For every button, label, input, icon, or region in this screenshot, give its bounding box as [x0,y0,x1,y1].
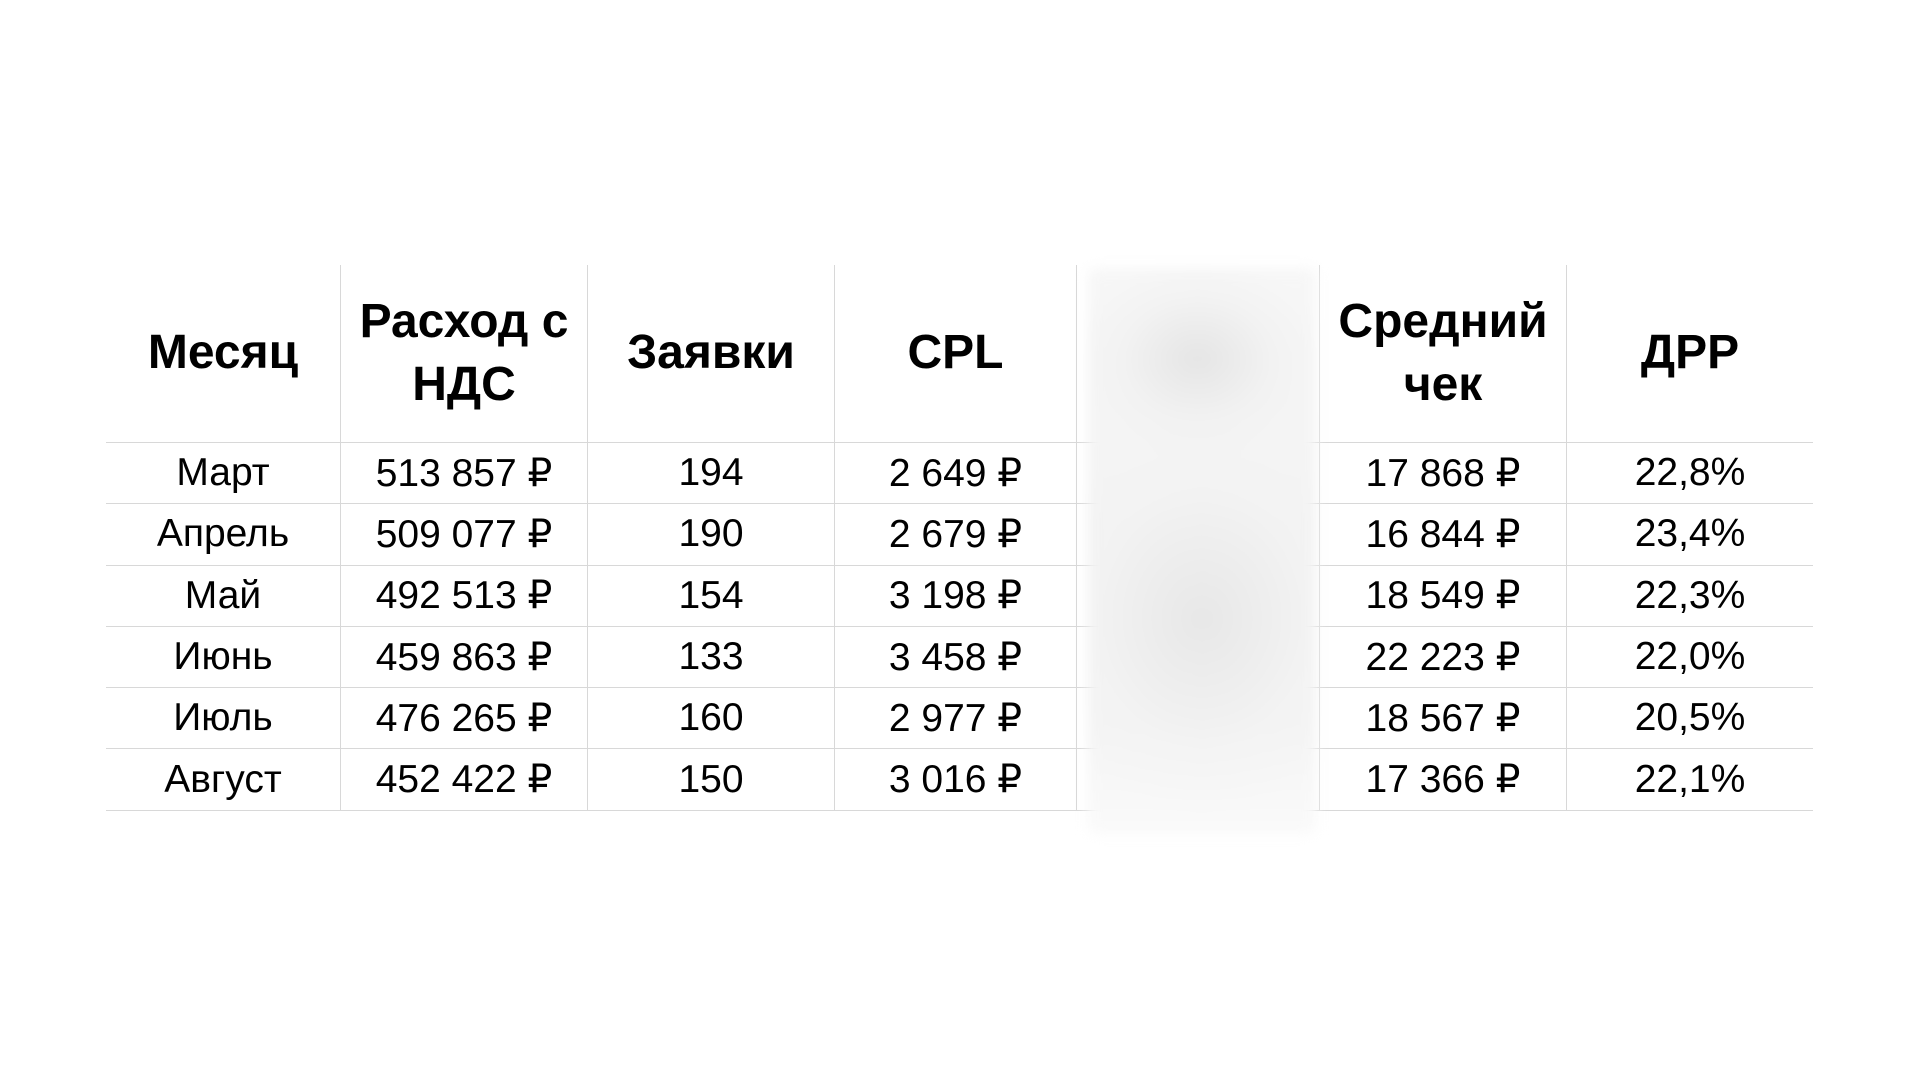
cell-cpl: 3 016 ₽ [835,749,1077,811]
cell-avg-check: 16 844 ₽ [1320,504,1567,566]
column-header-leads: Заявки [588,265,835,443]
column-header-avg-check: Средний чек [1320,265,1567,443]
cell-cpl: 2 977 ₽ [835,688,1077,750]
cell-leads: 190 [588,504,835,566]
cell-leads: 154 [588,565,835,627]
cell-spend: 492 513 ₽ [341,565,588,627]
cell-avg-check: 18 549 ₽ [1320,565,1567,627]
cell-month: Март [106,443,341,505]
cell-avg-check: 17 868 ₽ [1320,443,1567,505]
cell-leads: 150 [588,749,835,811]
cell-leads: 160 [588,688,835,750]
cell-drr: 23,4% [1567,504,1813,566]
cell-spend: 452 422 ₽ [341,749,588,811]
cell-month: Август [106,749,341,811]
cell-month: Июль [106,688,341,750]
cell-drr: 22,3% [1567,566,1813,627]
redacted-column-blur-overlay [1088,268,1316,834]
cell-avg-check: 22 223 ₽ [1320,626,1567,689]
cell-drr: 22,1% [1567,749,1813,811]
cell-month: Апрель [106,504,341,566]
column-header-month: Месяц [106,265,341,443]
cell-avg-check: 17 366 ₽ [1320,749,1567,811]
cell-spend: 513 857 ₽ [341,443,588,505]
marketing-performance-table: Месяц Расход с НДС Заявки CPL Средний че… [106,265,1813,811]
cell-spend: 459 863 ₽ [341,626,588,689]
cell-cpl: 3 198 ₽ [835,565,1077,627]
column-header-drr: ДРР [1567,265,1813,443]
cell-drr: 20,5% [1567,688,1813,750]
cell-cpl: 2 679 ₽ [835,504,1077,566]
cell-cpl: 3 458 ₽ [835,626,1077,689]
cell-spend: 509 077 ₽ [341,504,588,566]
column-header-cpl: CPL [835,265,1077,443]
cell-month: Май [106,565,341,627]
cell-drr: 22,0% [1567,627,1813,689]
cell-month: Июнь [106,626,341,689]
cell-leads: 194 [588,443,835,505]
cell-drr: 22,8% [1567,443,1813,505]
cell-avg-check: 18 567 ₽ [1320,688,1567,750]
cell-leads: 133 [588,626,835,689]
column-header-spend-with-vat: Расход с НДС [341,265,588,443]
cell-cpl: 2 649 ₽ [835,443,1077,505]
cell-spend: 476 265 ₽ [341,688,588,750]
